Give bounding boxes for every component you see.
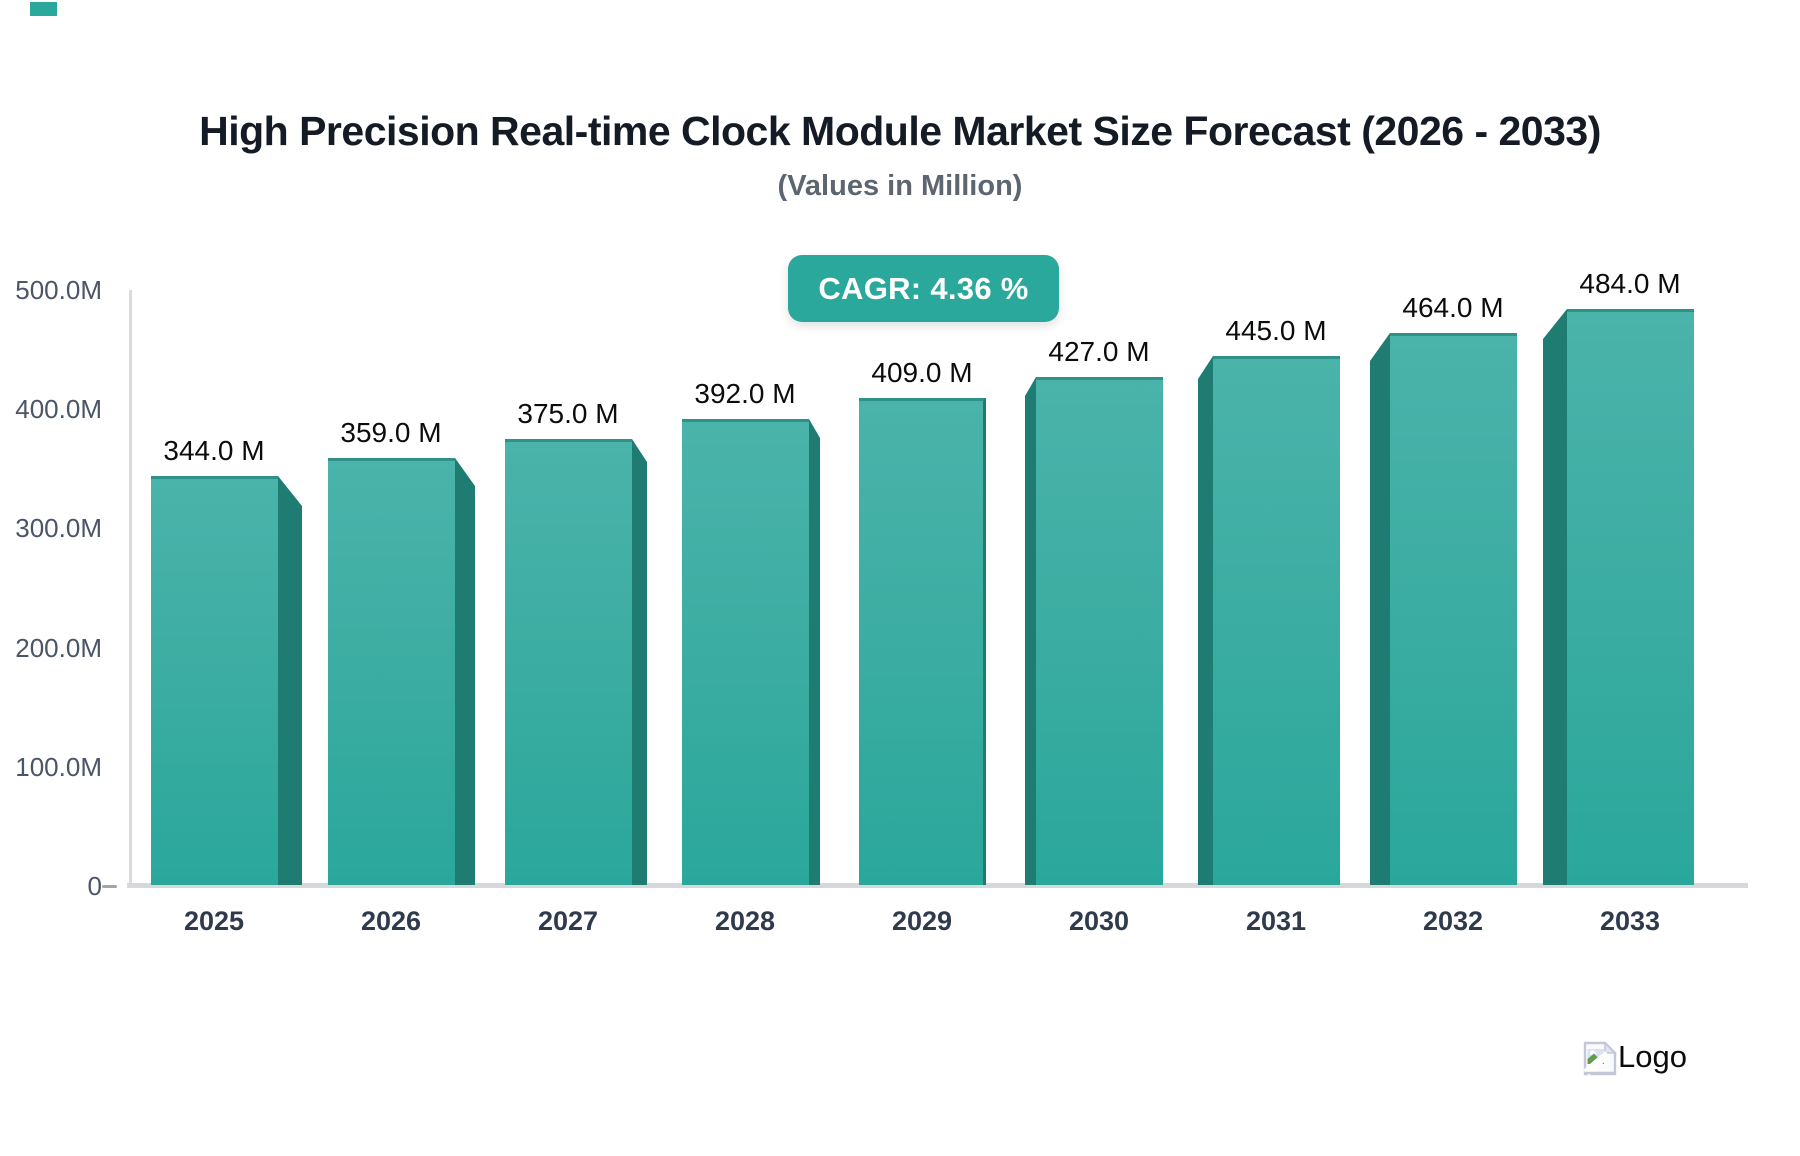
y-axis-line: [129, 290, 132, 886]
y-axis-label: 400.0M: [15, 394, 102, 425]
bar-value-label: 409.0 M: [871, 357, 973, 388]
x-axis-label: 2025: [183, 906, 245, 936]
x-axis-label: 2033: [1599, 906, 1661, 936]
bar: [1567, 309, 1694, 885]
bar-value-label: 427.0 M: [1048, 336, 1150, 367]
chart-title: High Precision Real-time Clock Module Ma…: [199, 108, 1601, 154]
bar-value-label: 445.0 M: [1225, 315, 1327, 346]
bar: [682, 419, 809, 885]
bar-side-face: [278, 476, 302, 885]
bar-value-label: 344.0 M: [163, 435, 265, 466]
y-axis-label: 200.0M: [15, 632, 102, 663]
bar: [505, 439, 632, 885]
bar-value-label: 359.0 M: [340, 417, 442, 448]
bar: [1036, 377, 1163, 885]
y-axis-tick-zero: [102, 885, 117, 888]
x-axis-label: 2029: [891, 906, 953, 936]
bar: [859, 398, 986, 885]
top-left-fragment: [30, 2, 57, 16]
bar-value-label: 464.0 M: [1402, 292, 1504, 323]
x-axis-label: 2026: [360, 906, 422, 936]
bar-side-face: [1025, 377, 1036, 885]
y-axis-label: 100.0M: [15, 751, 102, 782]
bar-side-face: [1543, 309, 1567, 885]
logo: Logo: [1583, 1038, 1687, 1076]
y-axis-label: 300.0M: [15, 513, 102, 544]
bar: [1390, 333, 1517, 885]
chart-subtitle: (Values in Million): [777, 170, 1023, 202]
x-axis-label: 2031: [1245, 906, 1307, 936]
bar-side-face: [632, 439, 647, 885]
bar-side-face: [455, 458, 475, 885]
broken-image-icon: [1583, 1041, 1617, 1076]
y-axis-label: 0: [87, 871, 102, 901]
bar-value-label: 484.0 M: [1579, 268, 1681, 299]
cagr-badge: CAGR: 4.36 %: [788, 255, 1059, 322]
bar-value-label: 375.0 M: [517, 398, 619, 429]
bar-value-label: 392.0 M: [694, 378, 796, 409]
bar: [328, 458, 455, 885]
y-axis-label: 500.0M: [15, 275, 102, 305]
x-axis-label: 2028: [714, 906, 776, 936]
bar: [1213, 356, 1340, 885]
bar-side-face: [809, 419, 820, 885]
bar-side-face: [1198, 356, 1213, 885]
bar-side-face: [1370, 333, 1390, 885]
x-axis-label: 2030: [1068, 906, 1130, 936]
logo-text: Logo: [1618, 1039, 1687, 1074]
bar: [151, 476, 278, 885]
x-axis-label: 2032: [1422, 906, 1484, 936]
x-axis-label: 2027: [537, 906, 599, 936]
x-axis-line: [127, 883, 1748, 888]
